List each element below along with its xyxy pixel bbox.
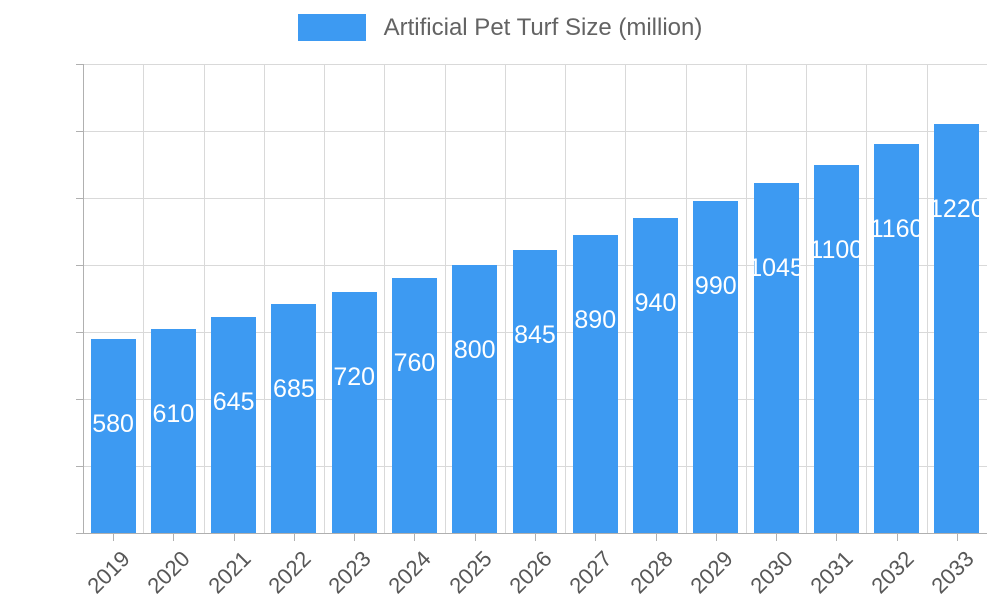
bar-column[interactable]: 685 (271, 64, 317, 533)
x-axis-tick-mark (475, 533, 476, 541)
x-axis-tick-mark (294, 533, 295, 541)
x-axis-tick-mark (234, 533, 235, 541)
gridline-vertical (204, 64, 205, 533)
bar-column[interactable]: 990 (693, 64, 739, 533)
gridline-vertical (143, 64, 144, 533)
bar[interactable] (452, 265, 498, 533)
y-axis-tick-mark (76, 466, 83, 467)
x-axis-tick-label: 2020 (142, 546, 196, 599)
x-axis-tick-label: 2026 (504, 546, 557, 599)
gridline-vertical (927, 64, 928, 533)
x-axis-tick-mark (113, 533, 114, 541)
y-axis-tick-mark (76, 64, 83, 65)
y-axis-tick-mark (76, 533, 83, 534)
bar[interactable] (934, 124, 980, 533)
bar[interactable] (572, 234, 618, 533)
y-axis-tick-mark (76, 131, 83, 132)
gridline-vertical (686, 64, 687, 533)
bar[interactable] (211, 316, 257, 533)
x-axis-tick-mark (595, 533, 596, 541)
bar[interactable] (874, 144, 920, 533)
x-axis-tick-label: 2029 (685, 546, 738, 599)
y-axis-tick-mark (76, 265, 83, 266)
gridline-vertical (324, 64, 325, 533)
x-axis-tick-mark (173, 533, 174, 541)
gridline-vertical (264, 64, 265, 533)
gridline-vertical (866, 64, 867, 533)
gridline-vertical (625, 64, 626, 533)
bar-column[interactable]: 720 (331, 64, 377, 533)
bar-column[interactable]: 645 (211, 64, 257, 533)
bar[interactable] (392, 278, 437, 533)
gridline-vertical (565, 64, 566, 533)
bar-column[interactable]: 845 (512, 64, 558, 533)
bar-column[interactable]: 1100 (809, 64, 863, 533)
gridline-vertical (746, 64, 747, 533)
chart-legend: Artificial Pet Turf Size (million) (0, 14, 1000, 41)
gridline-vertical (505, 64, 506, 533)
x-axis-tick-mark (957, 533, 958, 541)
y-axis-tick-mark (76, 399, 83, 400)
x-axis-tick-mark (656, 533, 657, 541)
x-axis-tick-label: 2019 (82, 546, 135, 599)
gridline-vertical (806, 64, 807, 533)
x-axis-tick-mark (776, 533, 777, 541)
x-axis-tick-label: 2025 (444, 546, 497, 599)
x-axis-tick-label: 2023 (323, 546, 376, 599)
x-axis-tick-label: 2021 (203, 546, 256, 599)
bar-column[interactable]: 760 (392, 64, 437, 533)
bar[interactable] (331, 291, 377, 533)
bar[interactable] (633, 218, 678, 533)
x-axis-tick-label: 2032 (865, 546, 919, 599)
x-axis-tick-label: 2031 (805, 546, 859, 599)
x-axis-tick-label: 2024 (383, 546, 437, 599)
x-axis-tick-mark (836, 533, 837, 541)
bar[interactable] (512, 249, 558, 533)
x-axis-tick-mark (535, 533, 536, 541)
plot-area: 580 610 645 685 720 760 800 845 890 940 990 1045 110… (83, 64, 987, 534)
x-axis-tick-label: 2033 (926, 546, 979, 599)
bar[interactable] (753, 182, 799, 533)
x-axis-tick-mark (354, 533, 355, 541)
gridline-horizontal (83, 131, 987, 132)
bar[interactable] (150, 328, 196, 533)
bar-column[interactable]: 890 (572, 64, 618, 533)
bar[interactable] (813, 164, 859, 533)
bar-column[interactable]: 610 (150, 64, 196, 533)
y-axis-line (83, 64, 84, 534)
bar-column[interactable]: 1045 (748, 64, 804, 533)
x-axis-tick-label: 2022 (263, 546, 316, 599)
x-axis-tick-mark (716, 533, 717, 541)
legend-color-swatch (297, 14, 366, 41)
gridline-vertical (384, 64, 385, 533)
bar-column[interactable]: 800 (452, 64, 498, 533)
y-axis-tick-mark (76, 198, 83, 199)
y-axis-tick-mark (76, 332, 83, 333)
gridline-vertical (445, 64, 446, 533)
x-axis-tick-mark (414, 533, 415, 541)
bar-column[interactable]: 940 (633, 64, 678, 533)
bar-column[interactable]: 580 (90, 64, 136, 533)
bar[interactable] (693, 201, 739, 533)
bar[interactable] (271, 303, 317, 533)
bar-column[interactable]: 1220 (929, 64, 985, 533)
legend-label: Artificial Pet Turf Size (million) (383, 13, 703, 41)
bar-column[interactable]: 1160 (870, 64, 923, 533)
x-axis-tick-label: 2030 (745, 546, 798, 599)
x-axis-tick-mark (897, 533, 898, 541)
bar[interactable] (90, 338, 136, 533)
x-axis-tick-label: 2027 (564, 546, 617, 599)
gridline-horizontal (83, 198, 987, 199)
gridline-horizontal (83, 64, 987, 65)
x-axis-tick-label: 2028 (624, 546, 678, 599)
